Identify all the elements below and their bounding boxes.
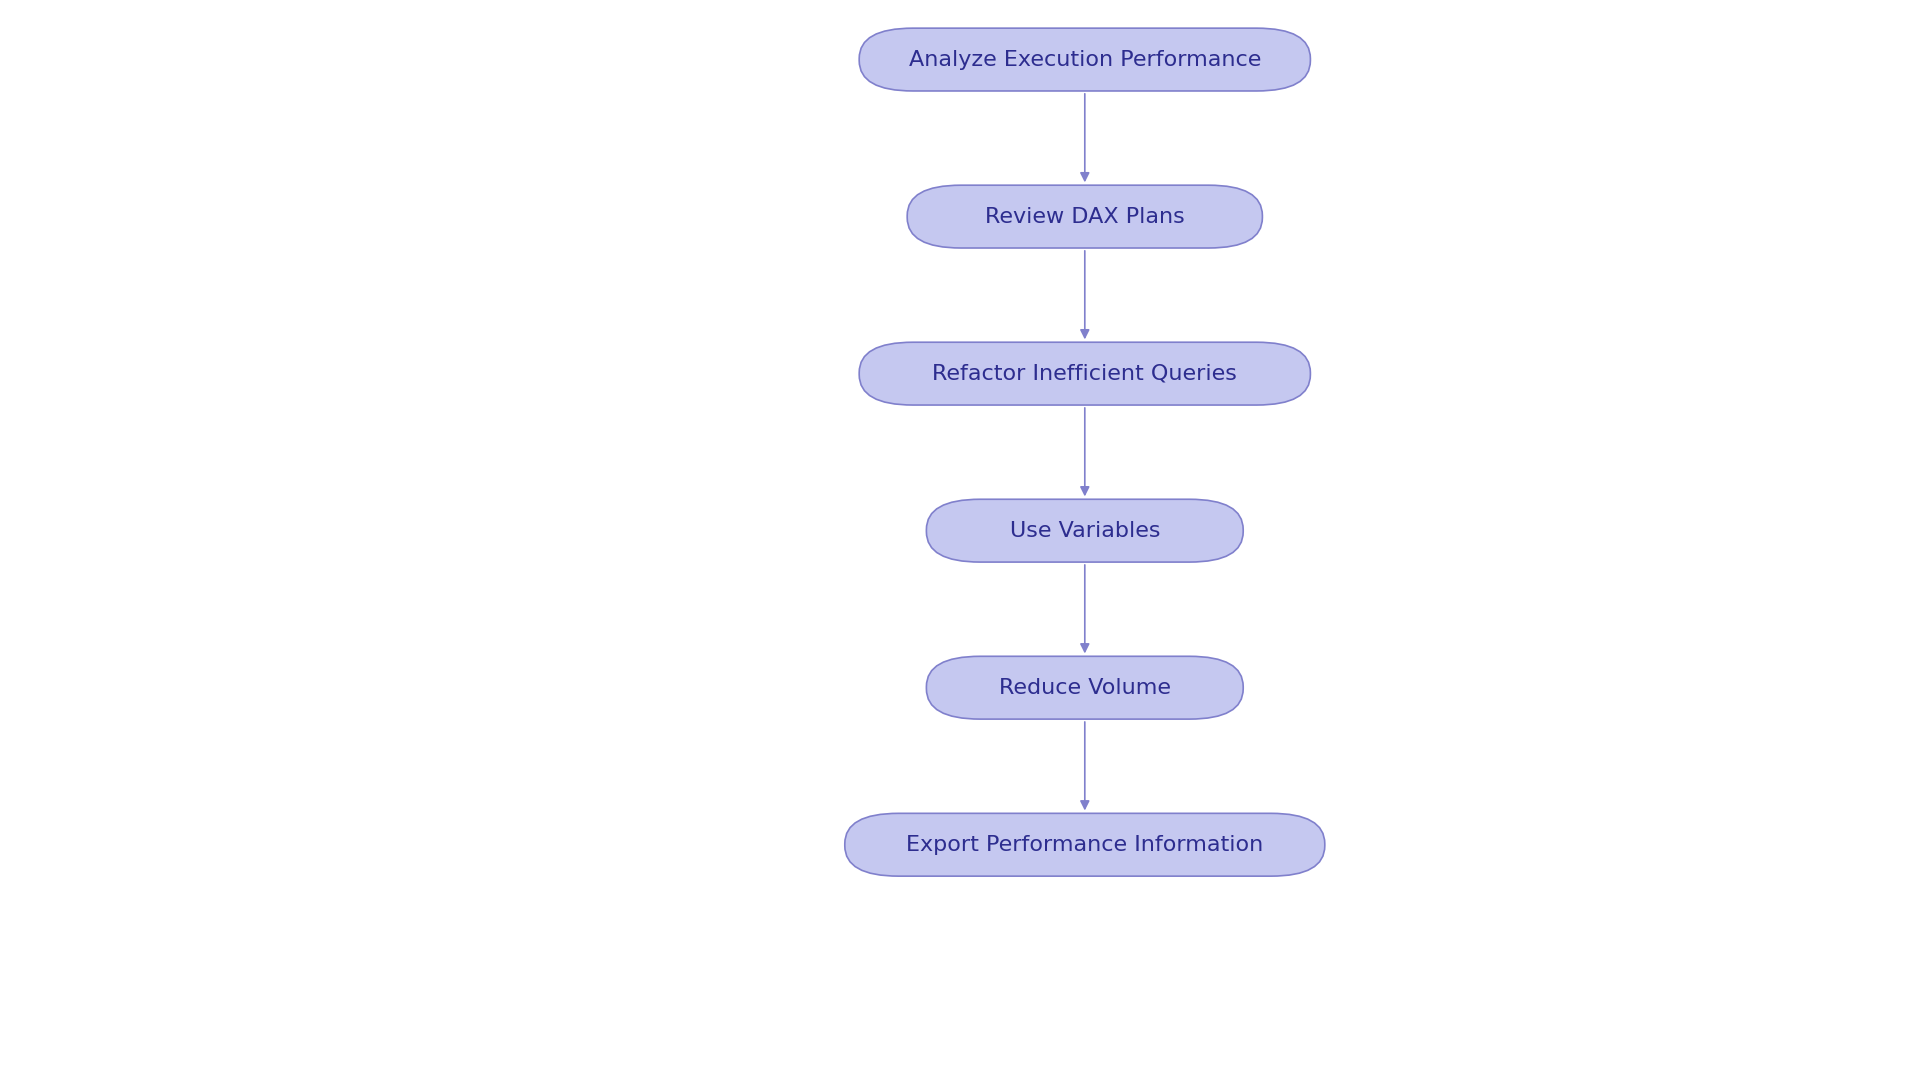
FancyBboxPatch shape <box>906 185 1263 248</box>
Text: Reduce Volume: Reduce Volume <box>998 678 1171 697</box>
FancyBboxPatch shape <box>925 656 1242 719</box>
Text: Export Performance Information: Export Performance Information <box>906 835 1263 854</box>
FancyBboxPatch shape <box>858 28 1309 91</box>
Text: Use Variables: Use Variables <box>1010 521 1160 540</box>
Text: Analyze Execution Performance: Analyze Execution Performance <box>908 50 1261 69</box>
Text: Refactor Inefficient Queries: Refactor Inefficient Queries <box>933 364 1236 383</box>
Text: Review DAX Plans: Review DAX Plans <box>985 207 1185 226</box>
FancyBboxPatch shape <box>858 342 1309 405</box>
FancyBboxPatch shape <box>845 813 1325 876</box>
FancyBboxPatch shape <box>925 499 1242 562</box>
